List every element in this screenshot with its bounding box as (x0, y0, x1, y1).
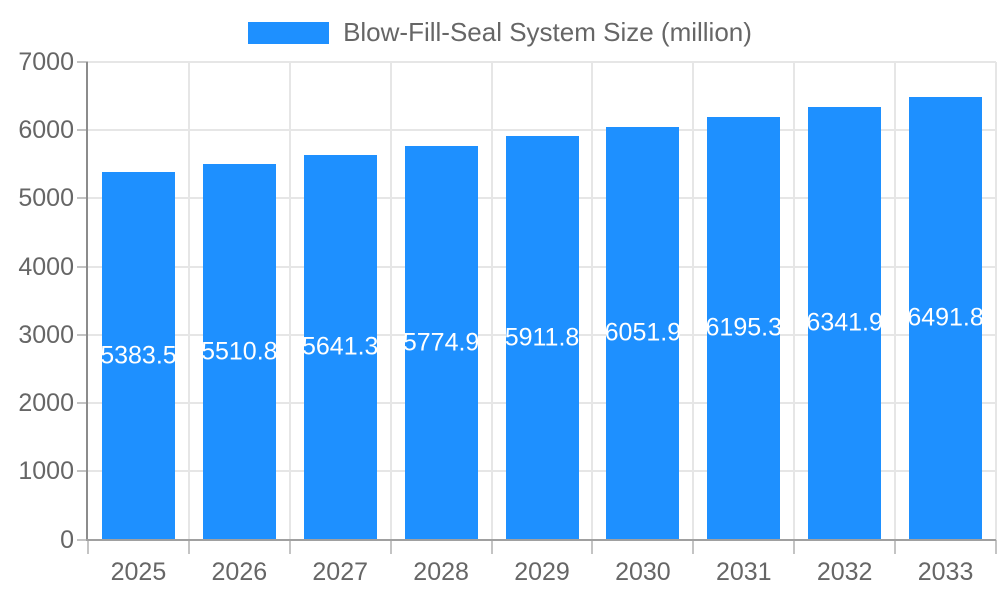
x-axis-tick (995, 539, 997, 554)
x-axis-tick-label: 2029 (514, 558, 570, 586)
x-gridline (389, 62, 392, 540)
bar-value-label: 6341.9 (806, 308, 883, 337)
bar (909, 96, 983, 540)
bar (808, 106, 882, 540)
y-axis-tick-label: 0 (60, 525, 74, 554)
bar-value-label: 6195.3 (705, 313, 782, 342)
y-axis-tick (77, 402, 88, 405)
x-axis-tick (793, 539, 796, 554)
y-axis-tick-label: 3000 (18, 320, 74, 349)
y-axis-tick-label: 6000 (18, 116, 74, 145)
y-axis-tick-label: 4000 (18, 252, 74, 281)
legend-label: Blow-Fill-Seal System Size (million) (343, 17, 752, 47)
chart-legend: Blow-Fill-Seal System Size (million) (0, 17, 1000, 48)
x-axis-tick-label: 2033 (917, 558, 974, 586)
x-axis-tick-label: 2027 (312, 558, 369, 586)
bar-value-label: 5641.3 (301, 332, 379, 361)
y-axis-tick-label: 1000 (18, 457, 74, 486)
x-axis-tick-label: 2030 (615, 558, 671, 586)
x-axis-tick (591, 539, 594, 554)
x-gridline (793, 62, 796, 540)
x-gridline (692, 62, 695, 540)
x-gridline (995, 62, 997, 540)
y-axis-tick-label: 7000 (18, 48, 74, 76)
x-gridline (894, 62, 897, 540)
bar-value-label: 5383.5 (100, 341, 177, 370)
bar-value-label: 6051.9 (604, 318, 682, 347)
x-axis-tick (490, 539, 493, 554)
x-axis-line (86, 538, 996, 541)
y-axis-tick-label: 5000 (18, 184, 74, 213)
y-axis-tick (77, 538, 88, 541)
x-axis-tick (288, 539, 291, 554)
bar-value-label: 6491.8 (907, 303, 984, 332)
bar (505, 136, 579, 540)
x-axis-tick-label: 2031 (715, 558, 772, 586)
bar-value-label: 5911.8 (504, 323, 580, 352)
y-axis-tick (77, 61, 88, 63)
y-axis-tick (77, 470, 88, 473)
bar (707, 116, 781, 540)
x-axis-tick-label: 2032 (816, 558, 873, 586)
bar (404, 145, 478, 540)
bar-value-label: 5774.9 (402, 328, 480, 357)
x-axis-tick-label: 2025 (110, 558, 167, 586)
x-axis-tick (692, 539, 695, 554)
y-axis-tick-label: 2000 (18, 389, 74, 418)
y-gridline (88, 61, 996, 63)
bar (303, 154, 377, 540)
y-axis-tick (77, 197, 88, 200)
x-axis-tick (389, 539, 392, 554)
y-axis-tick (77, 333, 88, 336)
bar (202, 163, 276, 540)
bar (101, 172, 175, 540)
y-axis-tick (77, 129, 88, 132)
bar-value-label: 5510.8 (201, 337, 278, 366)
x-axis-tick (894, 539, 897, 554)
y-gridline (88, 129, 996, 132)
x-axis-tick (187, 539, 190, 554)
x-axis-tick-label: 2026 (211, 558, 268, 586)
y-axis-line (86, 62, 88, 540)
x-gridline (288, 62, 291, 540)
bar (606, 126, 680, 540)
x-axis-tick (87, 539, 89, 554)
x-gridline (187, 62, 190, 540)
x-gridline (591, 62, 594, 540)
legend-swatch (248, 21, 330, 44)
x-gridline (490, 62, 493, 540)
x-axis-tick-label: 2028 (413, 558, 469, 586)
y-axis-tick (77, 265, 88, 268)
